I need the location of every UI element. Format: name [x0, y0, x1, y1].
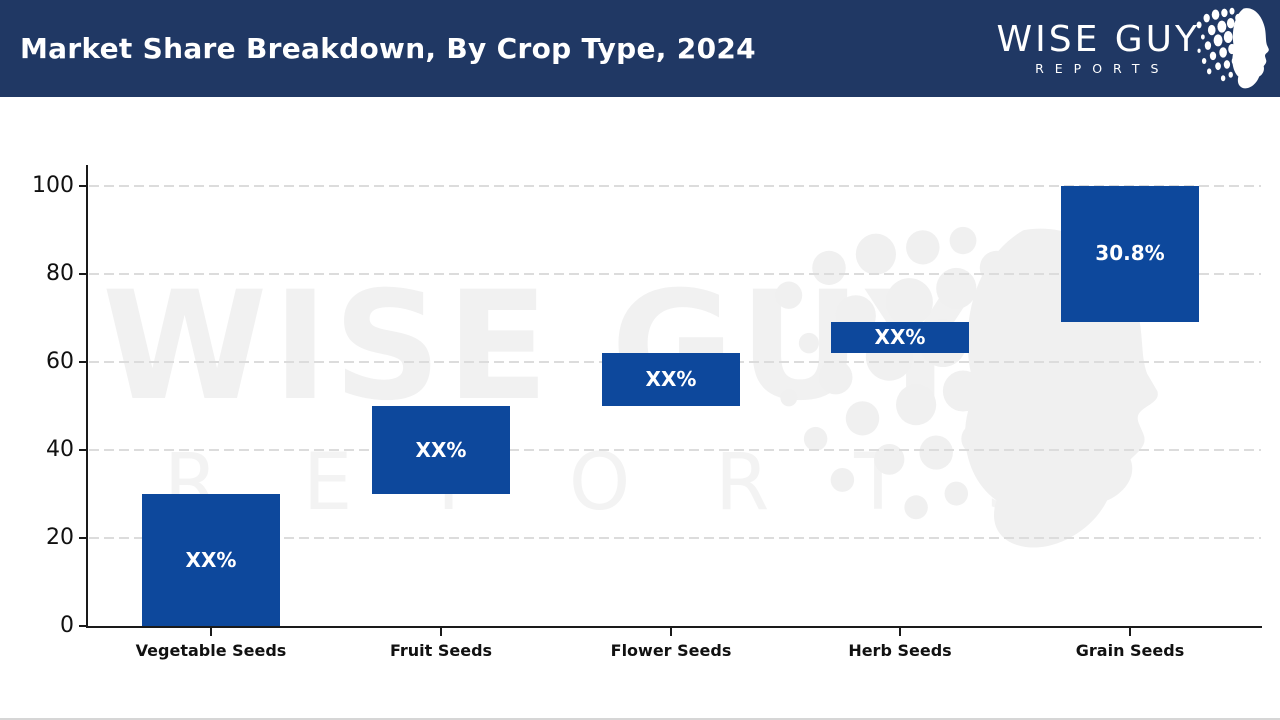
x-axis-tick	[210, 628, 212, 636]
logo-wordmark: WISE GUY	[996, 19, 1200, 61]
y-axis-label: 20	[46, 525, 74, 550]
bar-value-label: XX%	[874, 324, 926, 349]
x-axis-category-label: Grain Seeds	[1075, 641, 1185, 660]
y-axis-label: 60	[46, 349, 74, 374]
x-axis-category-label: Vegetable Seeds	[135, 641, 287, 660]
y-axis-label: 100	[32, 173, 74, 198]
y-axis-tick	[79, 449, 87, 451]
logo-text: WISE GUY REPORTS	[997, 21, 1201, 76]
gridline	[89, 185, 1261, 187]
header-bar: Market Share Breakdown, By Crop Type, 20…	[0, 0, 1280, 97]
x-axis-line	[86, 626, 1262, 628]
y-axis-line	[86, 165, 88, 628]
x-axis-tick	[440, 628, 442, 636]
y-axis-tick	[79, 537, 87, 539]
y-axis-tick	[79, 361, 87, 363]
gridline	[89, 537, 1261, 539]
bar-fruit-seeds	[372, 406, 510, 494]
y-axis-tick	[79, 185, 87, 187]
bar-value-label: 30.8%	[1095, 241, 1165, 265]
logo-head-icon	[1196, 7, 1269, 88]
y-axis-tick	[79, 273, 87, 275]
x-axis-tick	[670, 628, 672, 636]
bar-value-label: XX%	[645, 367, 697, 392]
y-axis-label: 0	[60, 613, 74, 638]
x-axis-tick	[1129, 628, 1131, 636]
bar-value-label: XX%	[185, 548, 237, 572]
x-axis-tick	[899, 628, 901, 636]
x-axis-category-label: Fruit Seeds	[389, 641, 493, 660]
bar-value-label: XX%	[415, 438, 467, 462]
x-axis-category-label: Flower Seeds	[610, 641, 732, 660]
y-axis-label: 80	[46, 261, 74, 286]
bar-vegetable-seeds	[142, 494, 280, 626]
page-title: Market Share Breakdown, By Crop Type, 20…	[20, 32, 756, 65]
bar-flower-seeds	[602, 353, 740, 406]
gridline	[89, 273, 1261, 275]
y-axis-tick	[79, 625, 87, 627]
x-axis-category-label: Herb Seeds	[848, 641, 952, 660]
wise-guy-logo: WISE GUY REPORTS	[997, 6, 1271, 92]
gridline	[89, 449, 1261, 451]
y-axis-label: 40	[46, 437, 74, 462]
logo-subtitle: REPORTS	[1035, 60, 1170, 76]
